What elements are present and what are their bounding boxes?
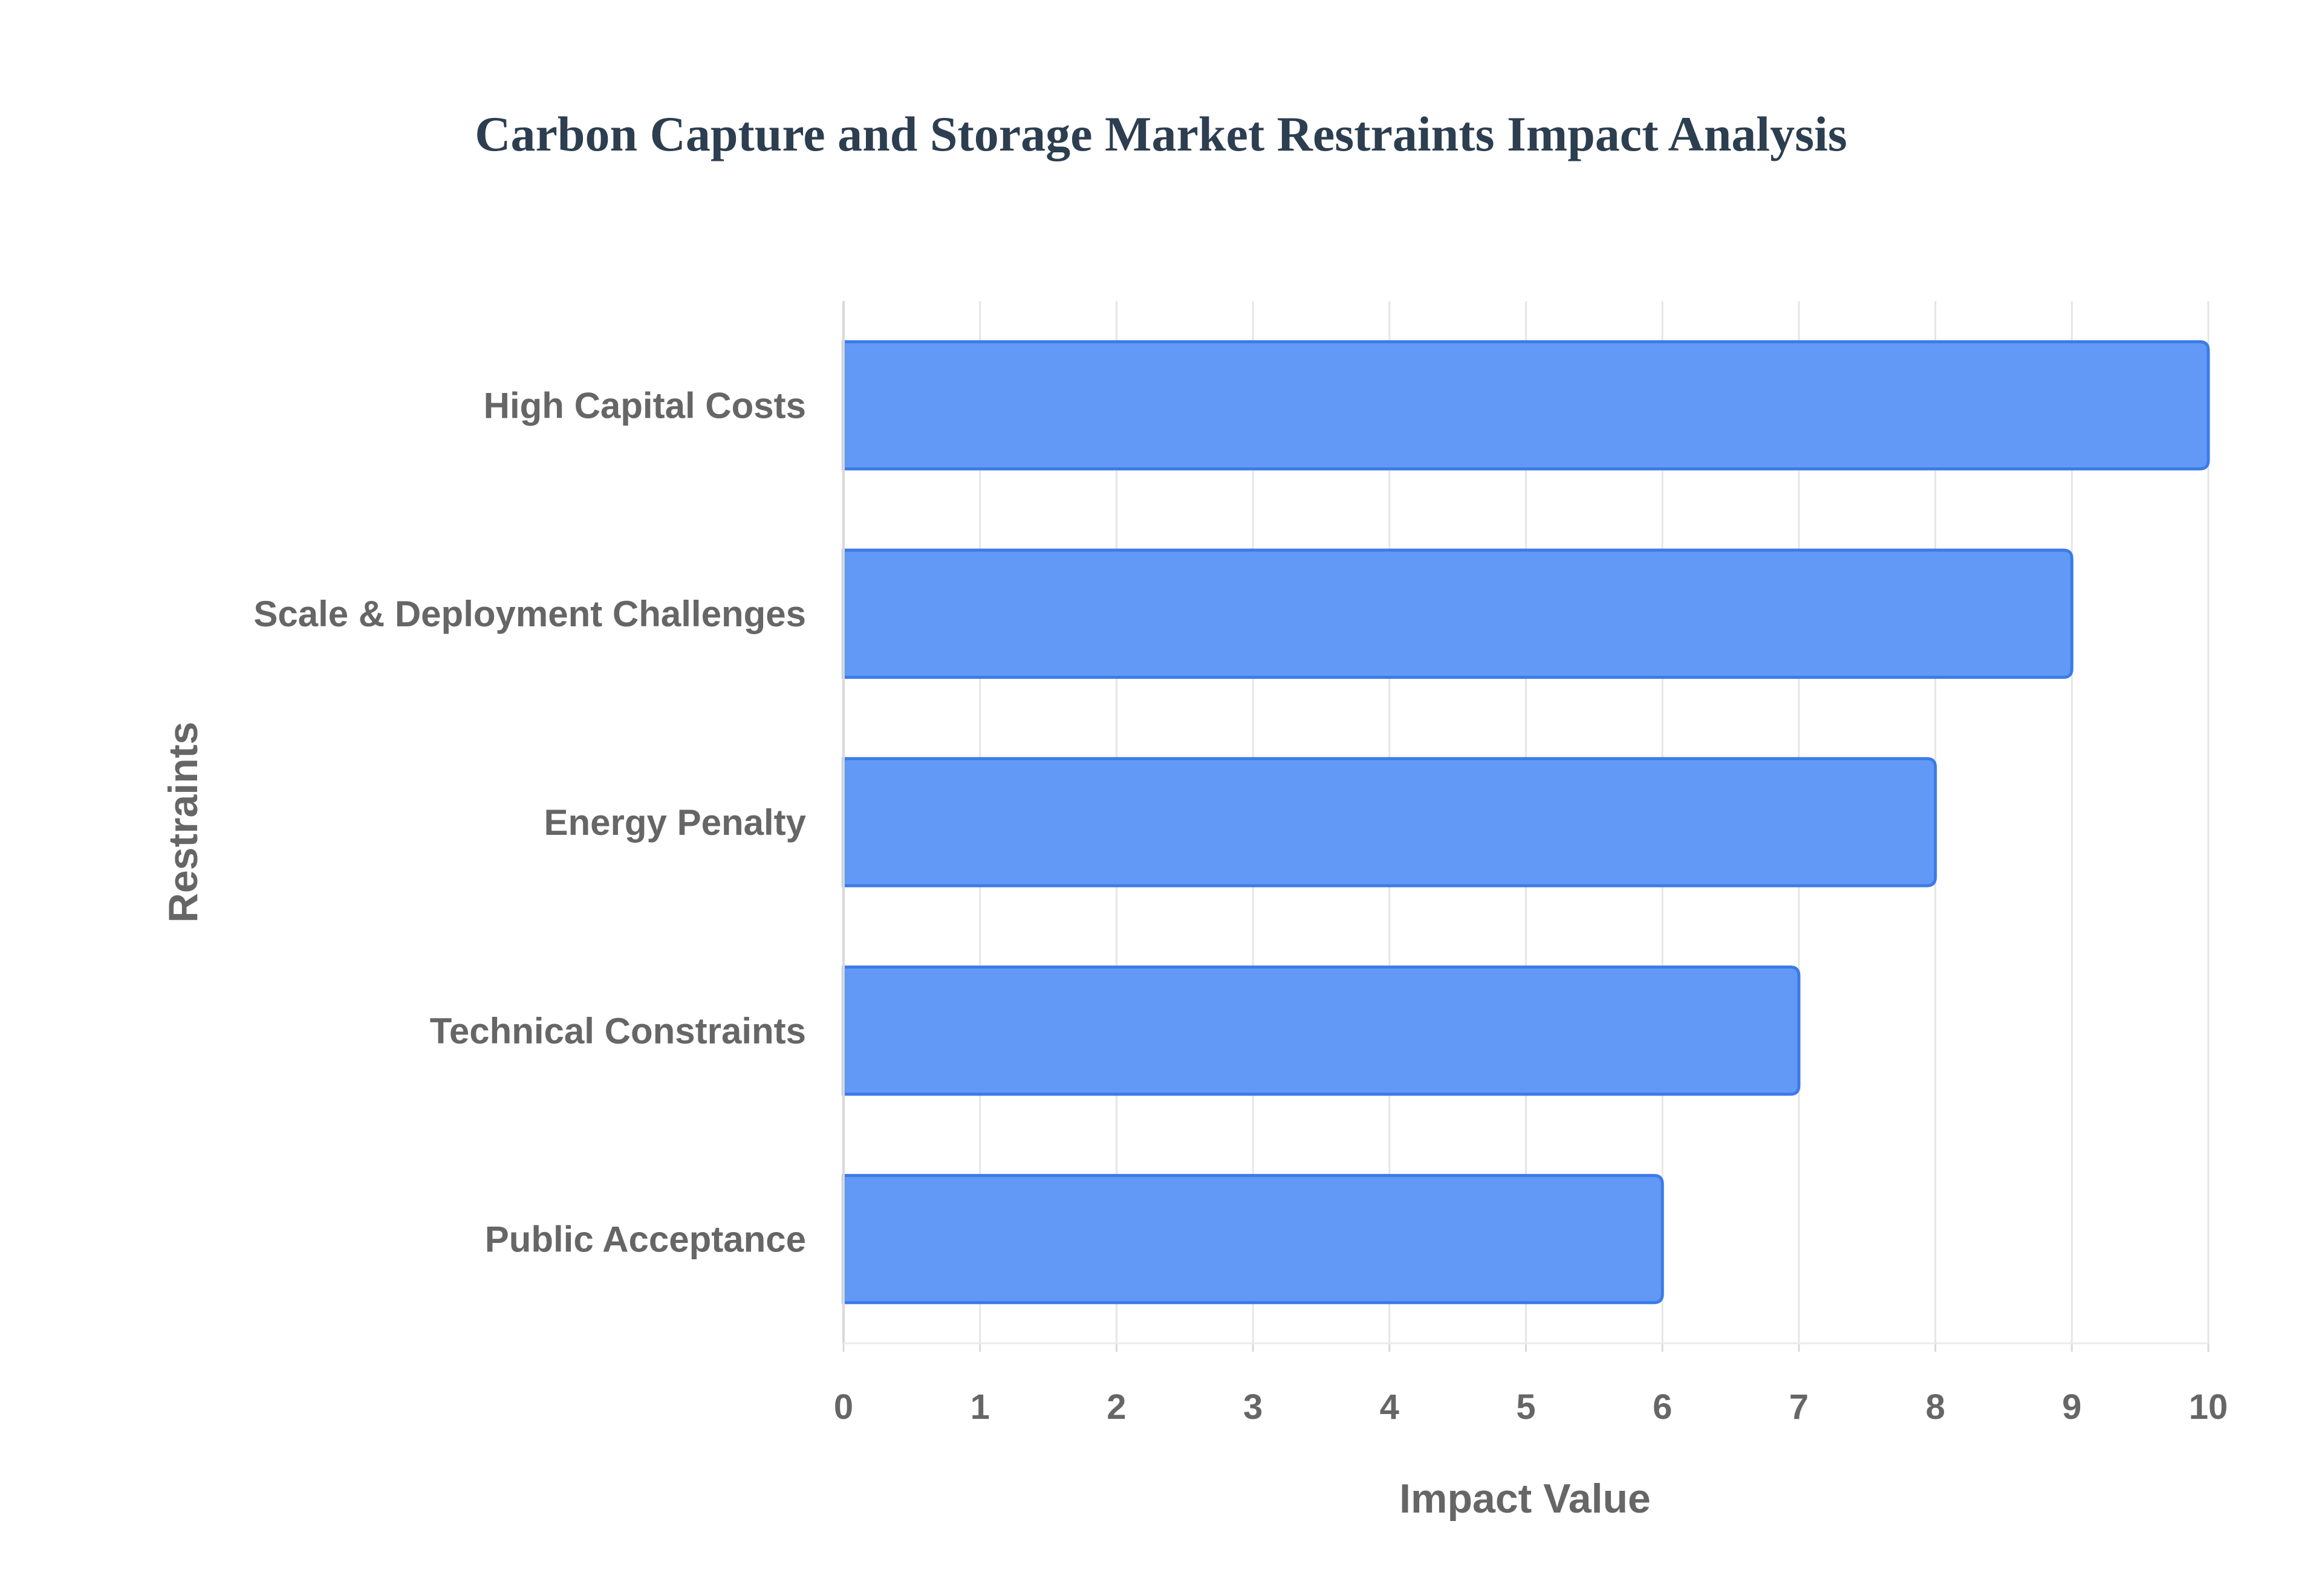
bar (842, 340, 2210, 471)
x-tick-label: 1 (971, 1387, 990, 1427)
y-tick-label: Scale & Deployment Challenges (253, 594, 806, 634)
chart-title: Carbon Capture and Storage Market Restra… (475, 106, 1847, 161)
y-tick-label: Public Acceptance (485, 1219, 806, 1260)
bar (842, 965, 1801, 1096)
x-axis-title: Impact Value (1399, 1476, 1651, 1522)
y-tick-label: Energy Penalty (544, 802, 806, 843)
x-tick-label: 5 (1516, 1387, 1535, 1427)
x-tick-label: 7 (1789, 1387, 1809, 1427)
bar (842, 548, 2073, 679)
x-tick-label: 0 (834, 1387, 853, 1427)
x-tick-label: 3 (1243, 1387, 1263, 1427)
bar (842, 757, 1937, 887)
x-tick-label: 4 (1380, 1387, 1399, 1427)
y-tick-label: Technical Constraints (430, 1011, 806, 1051)
x-tick-label: 6 (1653, 1387, 1672, 1427)
x-tick-label: 10 (2189, 1387, 2228, 1427)
x-tick-label: 8 (1925, 1387, 1945, 1427)
bars (842, 340, 2210, 1305)
x-tick-label: 9 (2062, 1387, 2081, 1427)
bar (842, 1173, 1664, 1305)
x-tick-label: 2 (1107, 1387, 1126, 1427)
axes: 0 1 2 3 4 5 6 7 8 9 10 High Capital Costs Scale & De… (253, 301, 2228, 1427)
y-axis-title: Restraints (160, 722, 206, 923)
y-tick-label: High Capital Costs (484, 385, 806, 426)
